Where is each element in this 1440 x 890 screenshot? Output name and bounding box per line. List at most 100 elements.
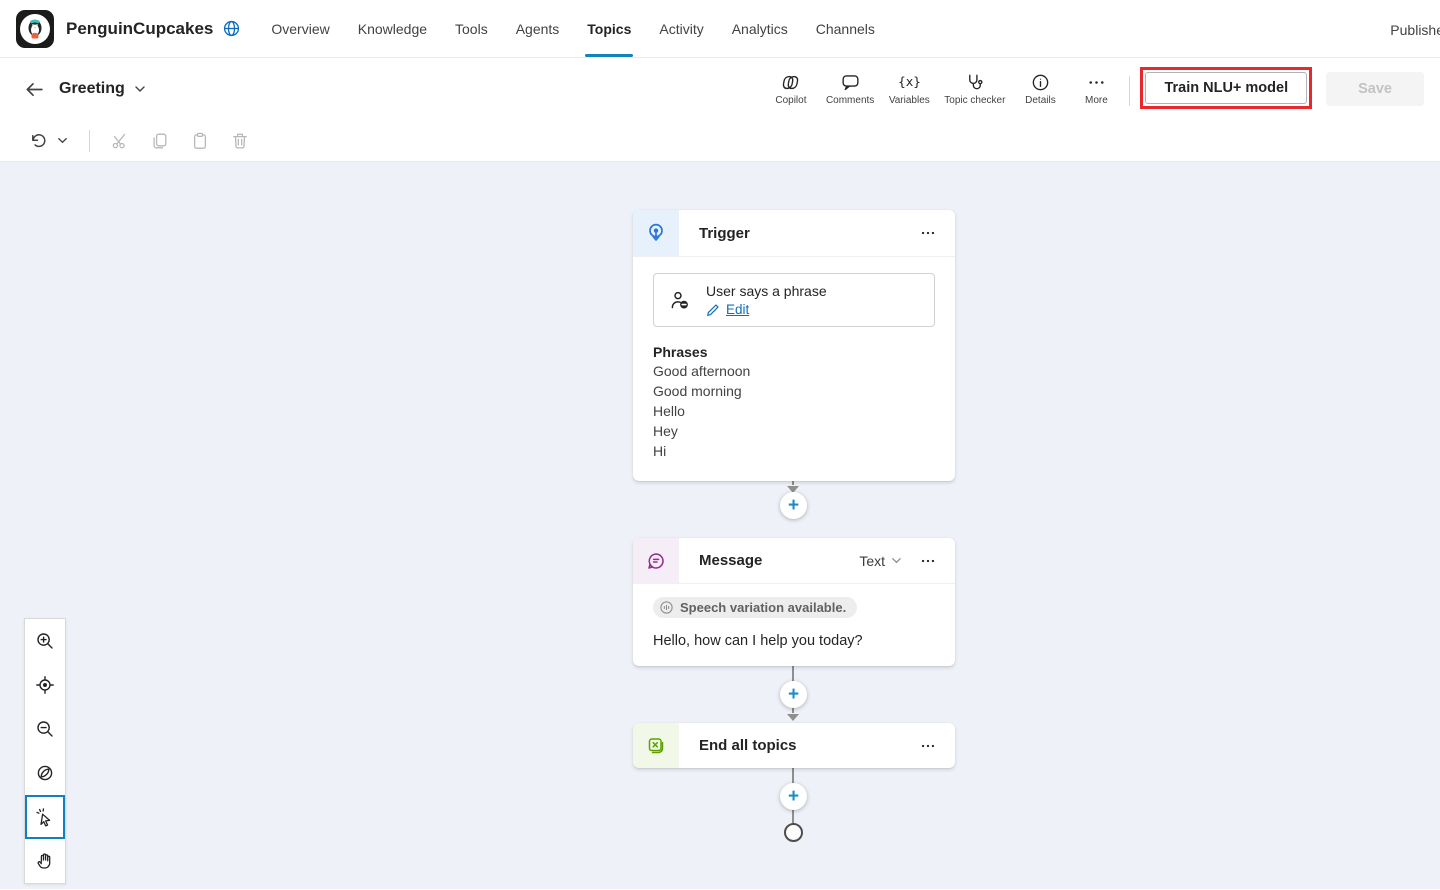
add-node-button-2[interactable]: + (780, 681, 807, 708)
compass-button[interactable] (25, 751, 65, 795)
nav-tab-knowledge[interactable]: Knowledge (357, 20, 428, 37)
more-icon (1089, 81, 1104, 84)
undo-dropdown-button[interactable] (52, 130, 73, 151)
phrases-list: Phrases Good afternoon Good morning Hell… (653, 344, 935, 461)
comments-icon (842, 75, 859, 91)
phrase-item: Hello (653, 403, 685, 419)
select-tool-icon (36, 808, 51, 827)
save-button[interactable]: Save (1326, 72, 1424, 106)
topic-checker-button[interactable]: Topic checker (940, 70, 1009, 108)
message-type-dropdown[interactable]: Text (859, 553, 903, 569)
pan-tool-button[interactable] (25, 839, 65, 883)
zoom-in-button[interactable] (25, 619, 65, 663)
nav-tab-activity[interactable]: Activity (659, 20, 704, 37)
delete-icon (233, 133, 247, 149)
trigger-icon (649, 223, 663, 241)
flow-end-terminal (784, 823, 803, 842)
comments-button[interactable]: Comments (822, 70, 878, 108)
speech-variation-icon (660, 601, 673, 614)
details-button[interactable]: Details (1015, 70, 1065, 108)
select-tool-button[interactable] (25, 795, 65, 839)
end-all-topics-node[interactable]: End all topics (633, 723, 955, 768)
trigger-node-body: User says a phrase Edit Phrases Good aft… (633, 257, 955, 481)
pencil-icon (707, 304, 719, 316)
globe-icon[interactable] (222, 19, 241, 38)
phrase-item: Hey (653, 423, 678, 439)
more-button[interactable]: More (1071, 70, 1121, 108)
svg-text:{x}: {x} (899, 74, 920, 89)
main-nav: Overview Knowledge Tools Agents Topics A… (257, 0, 889, 57)
user-phrase-icon (671, 291, 688, 309)
variables-button[interactable]: {x} Variables (884, 70, 934, 108)
authoring-canvas[interactable]: + + + Trigger (0, 162, 1440, 889)
edit-toolbar-divider (89, 129, 90, 152)
nav-tab-analytics[interactable]: Analytics (731, 20, 788, 37)
nav-tab-overview[interactable]: Overview (271, 20, 330, 37)
speech-variation-badge: Speech variation available. (653, 597, 858, 618)
message-node-title: Message (699, 552, 763, 569)
toolbar-divider (1129, 76, 1131, 106)
copilot-button[interactable]: Copilot (766, 70, 816, 108)
paste-button[interactable] (186, 127, 214, 155)
trigger-node[interactable]: Trigger User says a phrase (633, 210, 955, 481)
compass-icon (37, 765, 53, 781)
edit-toolbar (0, 120, 1440, 162)
add-node-button-3[interactable]: + (780, 783, 807, 810)
add-node-button-1[interactable]: + (780, 492, 807, 519)
phrase-item: Good morning (653, 383, 742, 399)
topic-header-bar: Greeting Copilot Comments {x} Variables (0, 58, 1440, 120)
topic-title: Greeting (59, 80, 125, 97)
copy-button[interactable] (146, 127, 174, 155)
undo-button[interactable] (24, 127, 52, 155)
zoom-in-icon (37, 633, 53, 649)
nav-tab-topics[interactable]: Topics (573, 0, 645, 57)
topic-toolbar: Copilot Comments {x} Variables Topic che… (766, 70, 1122, 108)
trigger-more-button[interactable] (917, 222, 939, 244)
phrases-label: Phrases (653, 344, 708, 360)
undo-dropdown-chevron-icon (58, 137, 67, 144)
app-name: PenguinCupcakes (66, 18, 214, 38)
details-icon (1032, 74, 1049, 91)
message-node[interactable]: Message Text Speech variation available. (633, 538, 955, 666)
message-icon (648, 552, 664, 569)
nav-tab-channels[interactable]: Channels (815, 20, 875, 37)
phrase-item: Good afternoon (653, 363, 751, 379)
app-header: PenguinCupcakes Overview Knowledge Tools… (0, 0, 1440, 58)
center-view-button[interactable] (25, 663, 65, 707)
zoom-out-button[interactable] (25, 707, 65, 751)
copy-icon (153, 133, 167, 148)
penguin-logo-icon (20, 13, 50, 44)
trigger-node-title: Trigger (699, 224, 750, 242)
message-more-button[interactable] (917, 550, 939, 572)
cut-button[interactable] (106, 127, 134, 155)
nav-tab-tools[interactable]: Tools (455, 20, 488, 37)
message-text: Hello, how can I help you today? (653, 633, 863, 649)
app-logo[interactable] (16, 9, 54, 48)
copilot-icon (783, 75, 799, 90)
publish-status[interactable]: Publishe (1390, 22, 1440, 38)
train-nlu-model-button[interactable]: Train NLU+ model (1145, 72, 1308, 104)
node-divider (633, 583, 955, 584)
message-node-body: Speech variation available. Hello, how c… (633, 584, 955, 666)
user-says-phrase-card[interactable]: User says a phrase Edit (653, 273, 935, 327)
connector-arrow-icon (787, 486, 799, 493)
end-all-topics-icon (648, 737, 664, 753)
topic-title-chevron-icon[interactable] (133, 82, 147, 96)
back-button[interactable] (24, 79, 45, 100)
train-button-highlight: Train NLU+ model (1140, 67, 1313, 109)
connector-arrow-icon (787, 714, 799, 721)
edit-phrases-link[interactable]: Edit (706, 302, 827, 317)
chevron-down-icon (892, 558, 901, 564)
paste-icon (193, 132, 207, 149)
phrase-item: Hi (653, 443, 667, 459)
end-more-button[interactable] (917, 735, 939, 757)
undo-icon (32, 133, 46, 147)
cut-icon (112, 133, 126, 148)
zoom-out-icon (37, 721, 53, 737)
variables-icon: {x} (899, 74, 920, 89)
nav-tab-agents[interactable]: Agents (515, 20, 560, 37)
phrase-card-title: User says a phrase (706, 283, 827, 299)
end-node-header: End all topics (633, 723, 955, 768)
end-icon-cell (633, 723, 679, 768)
delete-button[interactable] (226, 127, 254, 155)
